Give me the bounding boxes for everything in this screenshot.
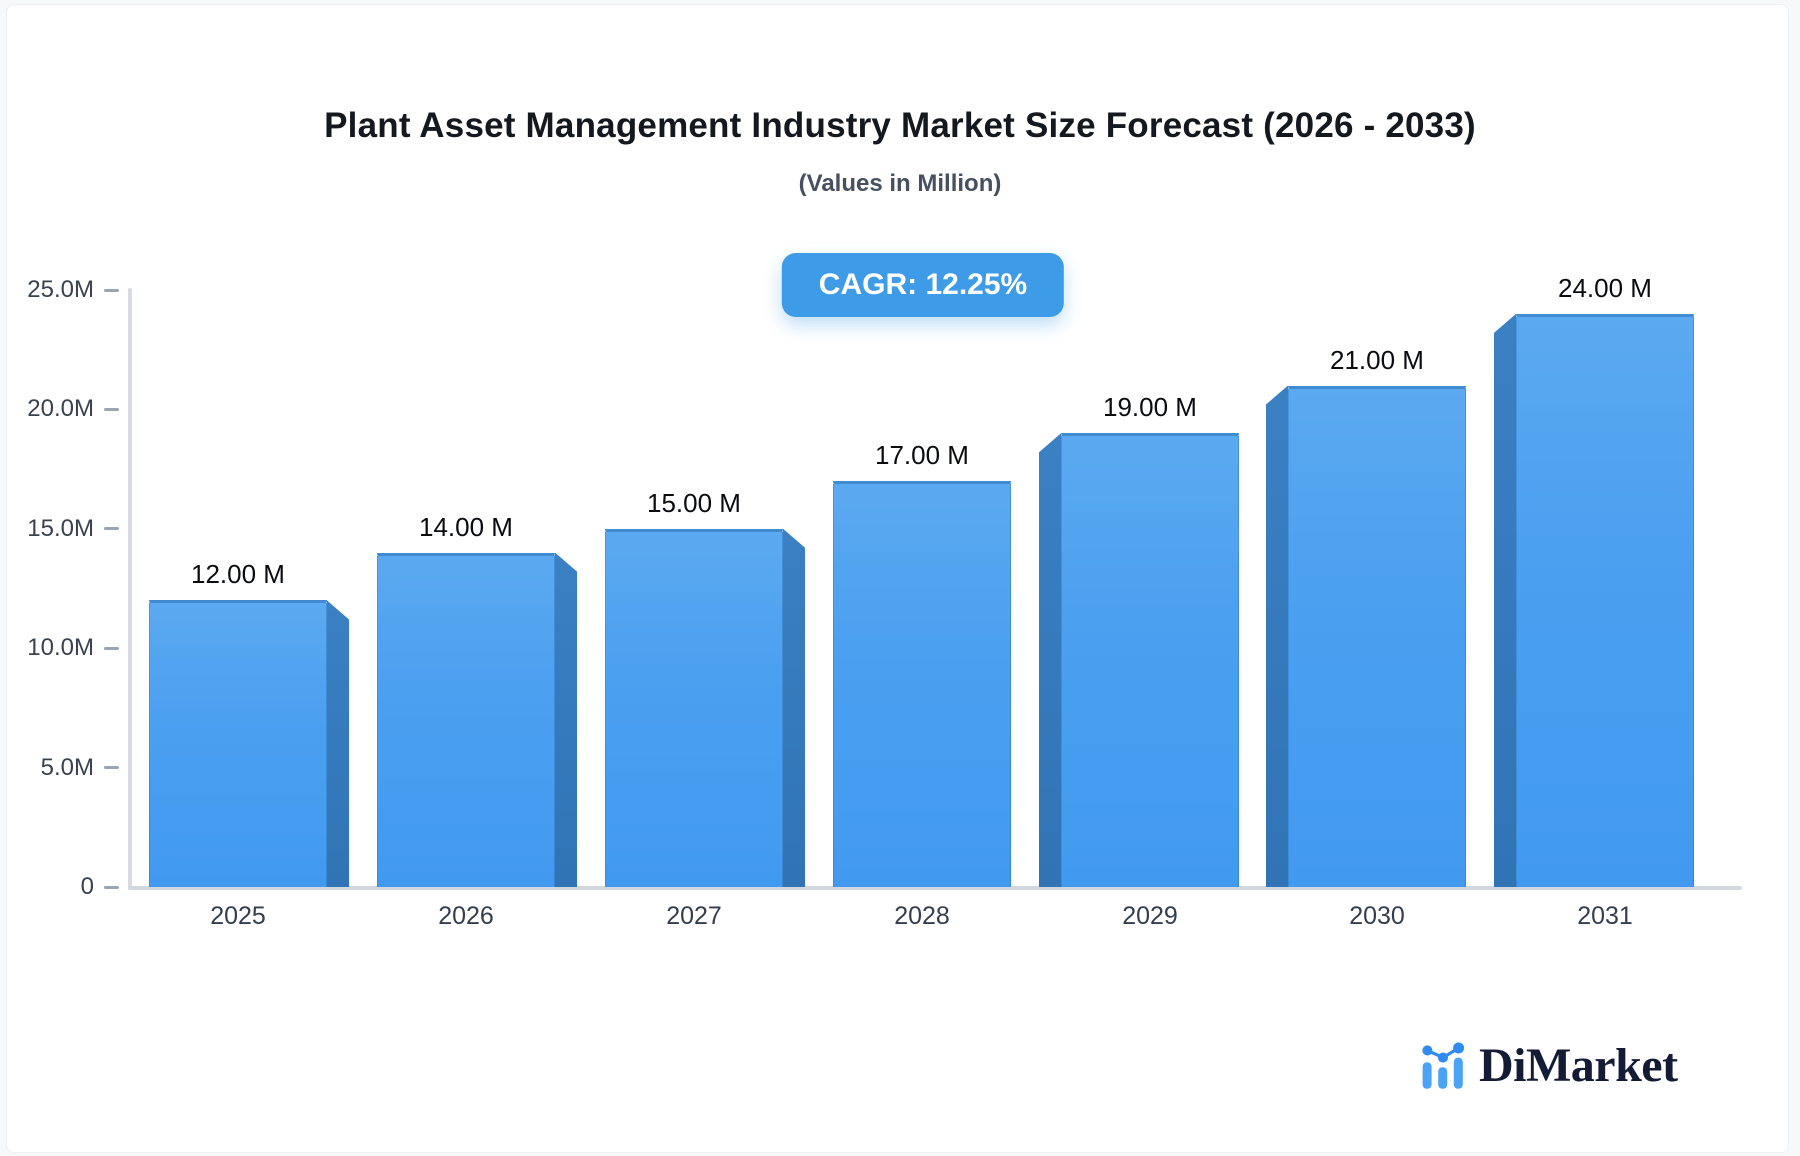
x-axis-label: 2026 [438,902,494,930]
bar-side-3d [1494,313,1516,887]
bar-value-label: 15.00 M [647,487,741,518]
chart-subtitle: (Values in Million) [798,170,1002,197]
bar-value-label: 14.00 M [419,511,513,542]
bar-2025 [149,600,327,887]
bar-side-3d [327,600,349,887]
bar-2026 [377,552,555,887]
x-axis-label: 2030 [1349,902,1405,930]
y-axis-tick [104,766,119,770]
x-axis-label: 2028 [894,902,950,930]
bar-value-label: 21.00 M [1330,344,1424,375]
x-axis-label: 2027 [666,902,722,930]
y-axis-tick [104,288,119,292]
bar-2028 [833,481,1011,887]
x-axis-label: 2025 [210,902,266,930]
y-axis-tick [104,646,119,650]
y-axis-label: 20.0M [27,395,94,423]
bar-2030 [1288,385,1466,887]
y-axis-tick [104,407,119,411]
y-axis-label: 0 [80,873,94,900]
y-axis-line [128,288,132,890]
bar-side-3d [783,528,805,887]
y-axis-label: 25.0M [27,276,94,303]
bar-2027 [605,528,783,887]
y-axis-tick [104,527,119,531]
y-axis-label: 15.0M [27,514,94,542]
brand-chart-icon [1422,1042,1465,1089]
bar-2031 [1516,313,1694,887]
bar-value-label: 24.00 M [1558,272,1652,303]
bar-value-label: 17.00 M [875,440,969,471]
x-axis-label: 2029 [1122,902,1178,930]
cagr-badge: CAGR: 12.25% [781,253,1065,317]
bar-side-3d [1039,433,1061,887]
brand-logo: DiMarket [1420,1042,1678,1090]
page-title: Plant Asset Management Industry Market S… [324,106,1476,145]
x-axis-line [128,886,1742,890]
bar-value-label: 12.00 M [191,559,285,590]
y-axis-label: 5.0M [40,753,94,781]
brand-name: DiMarket [1479,1039,1678,1092]
y-axis-tick [104,885,119,889]
bar-2029 [1061,433,1239,887]
bar-side-3d [1266,385,1288,887]
bar-side-3d [555,552,577,887]
bar-value-label: 19.00 M [1103,392,1197,423]
y-axis-label: 10.0M [27,634,94,662]
x-axis-label: 2031 [1577,902,1633,930]
